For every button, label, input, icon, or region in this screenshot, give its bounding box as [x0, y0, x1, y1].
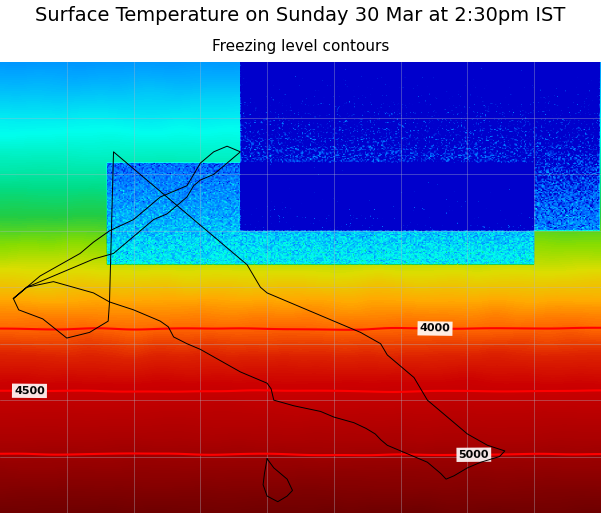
Text: Freezing level contours: Freezing level contours — [212, 38, 389, 54]
Text: Surface Temperature on Sunday 30 Mar at 2:30pm IST: Surface Temperature on Sunday 30 Mar at … — [35, 6, 566, 25]
Text: 5000: 5000 — [459, 449, 489, 460]
Text: 4000: 4000 — [419, 323, 451, 334]
Text: 4500: 4500 — [14, 386, 45, 396]
